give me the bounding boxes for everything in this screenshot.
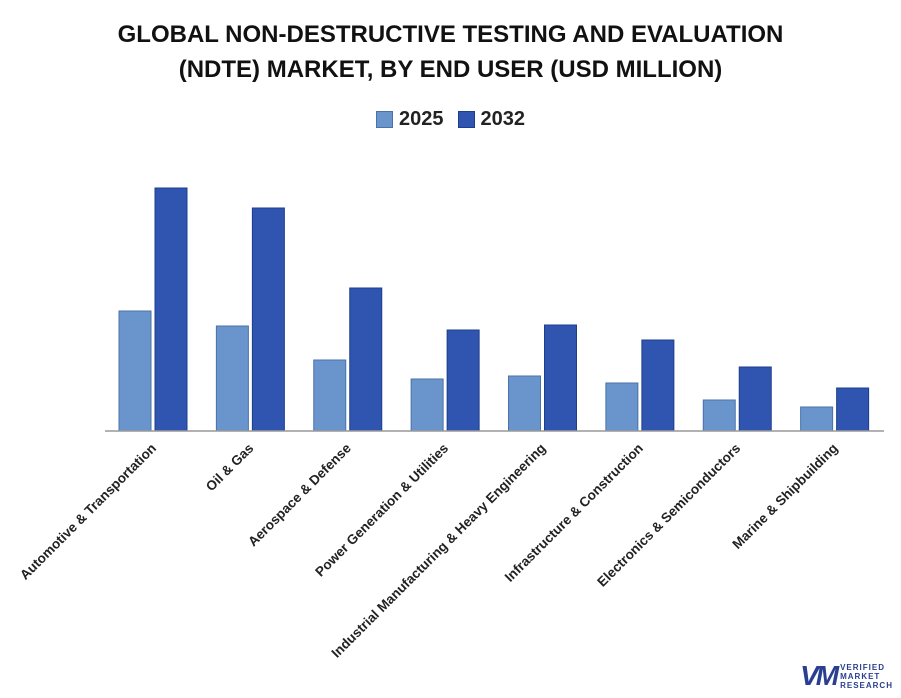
x-tick-label: Industrial Manufacturing & Heavy Enginee… [329, 441, 549, 661]
title-line-2: (NDTE) MARKET, BY END USER (USD MILLION) [178, 56, 723, 83]
bar-2025 [215, 325, 249, 432]
x-tick-label: Oil & Gas [203, 441, 257, 495]
bar-2032 [836, 387, 870, 432]
bar-2032 [641, 339, 675, 432]
legend-item-2032: 2032 [457, 108, 526, 131]
logo-text: MARKET [840, 671, 881, 681]
bar-2025 [605, 382, 639, 432]
legend-item-2025: 2025 [376, 108, 444, 131]
x-tick-label: Aerospace & Defense [245, 440, 354, 549]
bar-2025 [508, 375, 541, 432]
x-tick-label: Automotive & Transportation [17, 441, 159, 583]
legend: 2025 2032 [0, 108, 901, 131]
chart-title: GLOBAL NON-DESTRUCTIVE TESTING AND EVALU… [0, 17, 901, 87]
title-line-1: GLOBAL NON-DESTRUCTIVE TESTING AND EVALU… [117, 21, 784, 48]
logo-mark: VM [800, 660, 839, 691]
bar-2025 [410, 378, 444, 432]
bar-2025 [118, 310, 152, 432]
legend-label: 2032 [480, 108, 526, 130]
bar-2032 [251, 207, 285, 432]
bar-2025 [800, 406, 834, 432]
bar-2032 [349, 287, 383, 432]
legend-swatch [457, 111, 475, 128]
legend-label: 2025 [399, 108, 444, 130]
bar-2025 [313, 359, 347, 432]
bar-2032 [738, 366, 772, 432]
bar-2032 [446, 329, 480, 432]
bar-2032 [544, 324, 577, 432]
bar-2032 [154, 187, 188, 432]
logo-text: VERIFIED [840, 662, 885, 672]
x-tick-label: Marine & Shipbuilding [729, 441, 840, 552]
logo-text: RESEARCH [840, 680, 893, 690]
legend-swatch [376, 111, 393, 128]
bar-2025 [702, 399, 736, 432]
logo: VM VERIFIED MARKET RESEARCH [800, 660, 893, 692]
